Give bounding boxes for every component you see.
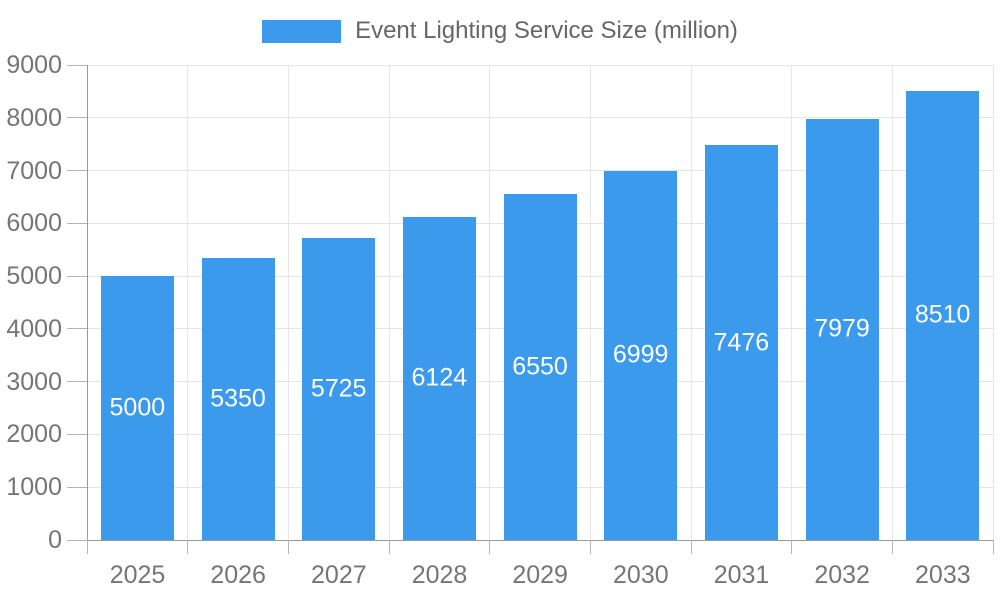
- x-axis-tick: [489, 540, 491, 554]
- x-axis-label: 2032: [814, 561, 870, 589]
- bar[interactable]: [402, 216, 476, 540]
- x-axis-label: 2025: [109, 561, 166, 589]
- x-axis-line: [87, 539, 993, 541]
- v-gridline: [287, 65, 289, 540]
- v-gridline: [690, 65, 692, 540]
- v-gridline: [589, 65, 591, 540]
- v-gridline: [187, 65, 189, 540]
- y-axis-tick: [67, 486, 87, 488]
- bar-value-label: 6550: [512, 352, 568, 381]
- y-axis-tick: [67, 539, 87, 541]
- y-axis-label: 6000: [6, 209, 62, 238]
- h-gridline: [87, 64, 993, 66]
- bar-value-label: 7476: [713, 328, 770, 357]
- y-axis-tick: [67, 64, 87, 66]
- y-axis-tick: [67, 275, 87, 277]
- y-axis-label: 2000: [6, 420, 62, 449]
- legend-item[interactable]: Event Lighting Service Size (million): [0, 17, 1000, 45]
- x-axis-label: 2028: [411, 561, 468, 589]
- h-gridline: [87, 170, 993, 172]
- x-axis-tick: [791, 540, 793, 554]
- bar[interactable]: [100, 276, 174, 540]
- y-axis-label: 8000: [6, 103, 62, 132]
- legend-label: Event Lighting Service Size (million): [355, 17, 738, 44]
- y-axis-label: 3000: [6, 367, 62, 396]
- bar[interactable]: [704, 145, 778, 540]
- y-axis-tick: [67, 170, 87, 172]
- y-axis-label: 1000: [6, 473, 62, 502]
- y-axis-label: 7000: [6, 156, 62, 185]
- bar-value-label: 6124: [411, 363, 468, 392]
- bar[interactable]: [302, 237, 376, 540]
- x-axis-tick: [690, 540, 692, 554]
- bar[interactable]: [906, 90, 980, 540]
- x-axis-label: 2026: [210, 561, 266, 589]
- bar-value-label: 5350: [210, 384, 266, 413]
- x-axis-tick: [589, 540, 591, 554]
- x-axis-tick: [992, 540, 994, 554]
- bar-value-label: 8510: [914, 300, 971, 329]
- y-axis-label: 0: [48, 526, 62, 554]
- x-axis-label: 2031: [713, 561, 770, 589]
- bar-value-label: 6999: [612, 340, 669, 369]
- y-axis-label: 9000: [6, 51, 62, 79]
- bar[interactable]: [805, 118, 879, 540]
- bar-value-label: 5000: [109, 393, 166, 422]
- v-gridline: [489, 65, 491, 540]
- y-axis-line: [86, 65, 88, 540]
- y-axis-tick: [67, 328, 87, 330]
- v-gridline: [791, 65, 793, 540]
- y-axis-tick: [67, 433, 87, 435]
- v-gridline: [992, 65, 994, 540]
- v-gridline: [388, 65, 390, 540]
- x-axis-tick: [187, 540, 189, 554]
- bar[interactable]: [503, 194, 577, 540]
- y-axis-tick: [67, 381, 87, 383]
- x-axis-label: 2027: [311, 561, 367, 589]
- bar-value-label: 7979: [814, 314, 870, 343]
- bar-value-label: 5725: [310, 374, 367, 403]
- x-axis-label: 2029: [512, 561, 568, 589]
- y-axis-tick: [67, 222, 87, 224]
- bar[interactable]: [604, 170, 678, 540]
- bar[interactable]: [201, 257, 275, 540]
- x-axis-label: 2030: [613, 561, 669, 589]
- x-axis-tick: [86, 540, 88, 554]
- y-axis-label: 5000: [6, 262, 62, 291]
- x-axis-label: 2033: [915, 561, 971, 589]
- y-axis-tick: [67, 117, 87, 119]
- v-gridline: [891, 65, 893, 540]
- x-axis-tick: [891, 540, 893, 554]
- y-axis-label: 4000: [6, 314, 62, 343]
- x-axis-tick: [287, 540, 289, 554]
- x-axis-tick: [388, 540, 390, 554]
- legend-swatch-icon: [262, 19, 342, 43]
- h-gridline: [87, 117, 993, 119]
